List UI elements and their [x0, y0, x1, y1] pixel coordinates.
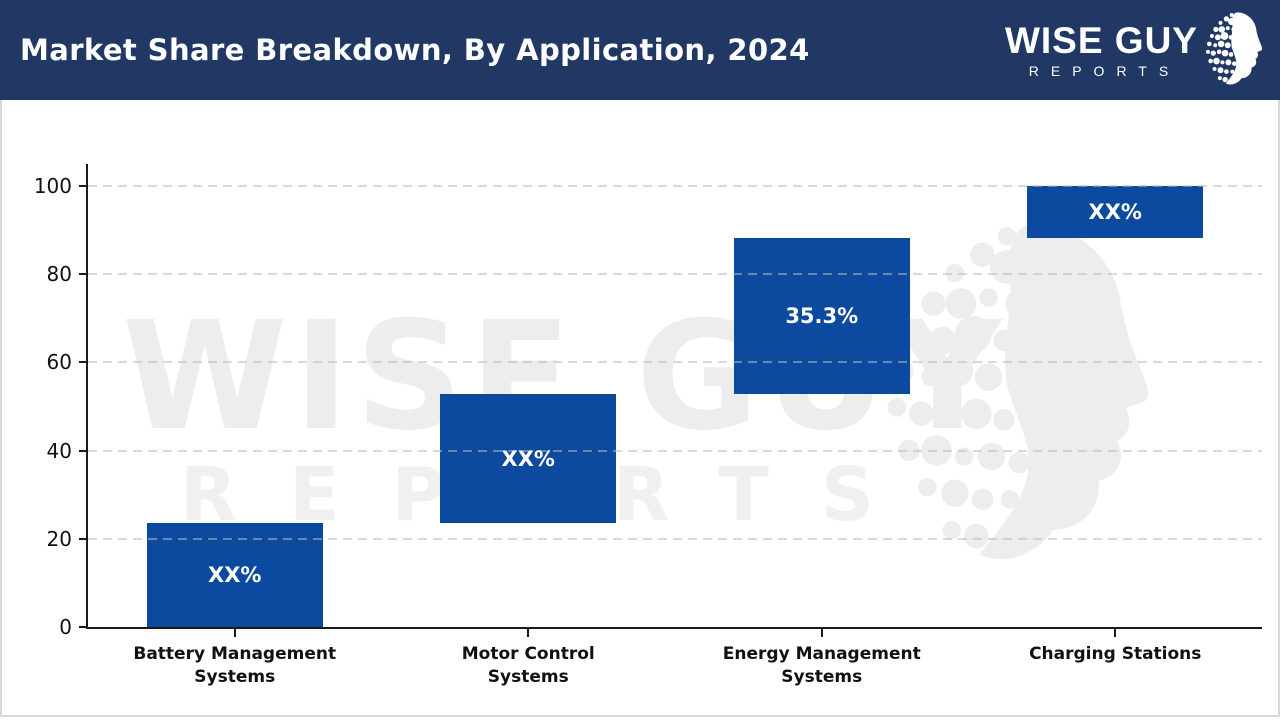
logo-text: WISE GUY REPORTS	[1005, 22, 1198, 78]
bar-value-label: 35.3%	[785, 304, 859, 329]
x-tick-mark	[820, 629, 823, 637]
y-tick-mark	[79, 626, 88, 628]
gridline-80	[88, 273, 1262, 276]
x-axis-category-label: Battery Management Systems	[133, 644, 337, 687]
chart-content-area: WISE GUY REPORTS 020406080100XX%Battery …	[0, 100, 1280, 717]
x-tick-mark	[233, 629, 236, 637]
header-banner: Market Share Breakdown, By Application, …	[0, 0, 1280, 100]
bar-value-label: XX%	[1088, 200, 1142, 225]
x-tick-mark	[1114, 629, 1117, 637]
bar-charging-stations	[1027, 186, 1204, 239]
y-tick-mark	[79, 185, 88, 187]
y-tick-mark	[79, 361, 88, 364]
bar-energy-management-systems	[733, 238, 910, 395]
y-tick-mark	[79, 273, 88, 276]
y-axis-line	[86, 164, 88, 629]
y-tick-label: 80	[46, 262, 72, 287]
y-tick-mark	[79, 449, 88, 452]
y-tick-label: 40	[46, 438, 72, 463]
x-axis-category-label: Motor Control Systems	[461, 644, 595, 687]
wise-guy-reports-logo: WISE GUY REPORTS	[1005, 11, 1266, 90]
page-title: Market Share Breakdown, By Application, …	[20, 33, 810, 67]
y-tick-label: 20	[46, 526, 72, 551]
gridline-60	[88, 361, 1262, 364]
logo-subtext: REPORTS	[1028, 63, 1181, 79]
x-tick-mark	[527, 629, 530, 637]
bar-battery-management-systems	[146, 522, 323, 627]
bar-value-label: XX%	[501, 446, 555, 471]
y-tick-label: 100	[33, 174, 72, 198]
gridline-20	[88, 537, 1262, 540]
logo-face-icon	[1206, 11, 1263, 84]
x-axis-category-label: Charging Stations	[1029, 644, 1202, 664]
logo-wordmark: WISE GUY	[1004, 20, 1198, 61]
bar-value-label: XX%	[208, 562, 262, 587]
x-axis-category-label: Energy Management Systems	[722, 644, 921, 687]
bar-motor-control-systems	[440, 394, 617, 523]
gridline-100	[88, 185, 1262, 187]
y-tick-mark	[79, 537, 88, 540]
y-tick-label: 60	[46, 350, 72, 375]
x-axis-line	[86, 627, 1262, 629]
y-tick-label: 0	[59, 615, 72, 639]
gridline-40	[88, 449, 1262, 452]
